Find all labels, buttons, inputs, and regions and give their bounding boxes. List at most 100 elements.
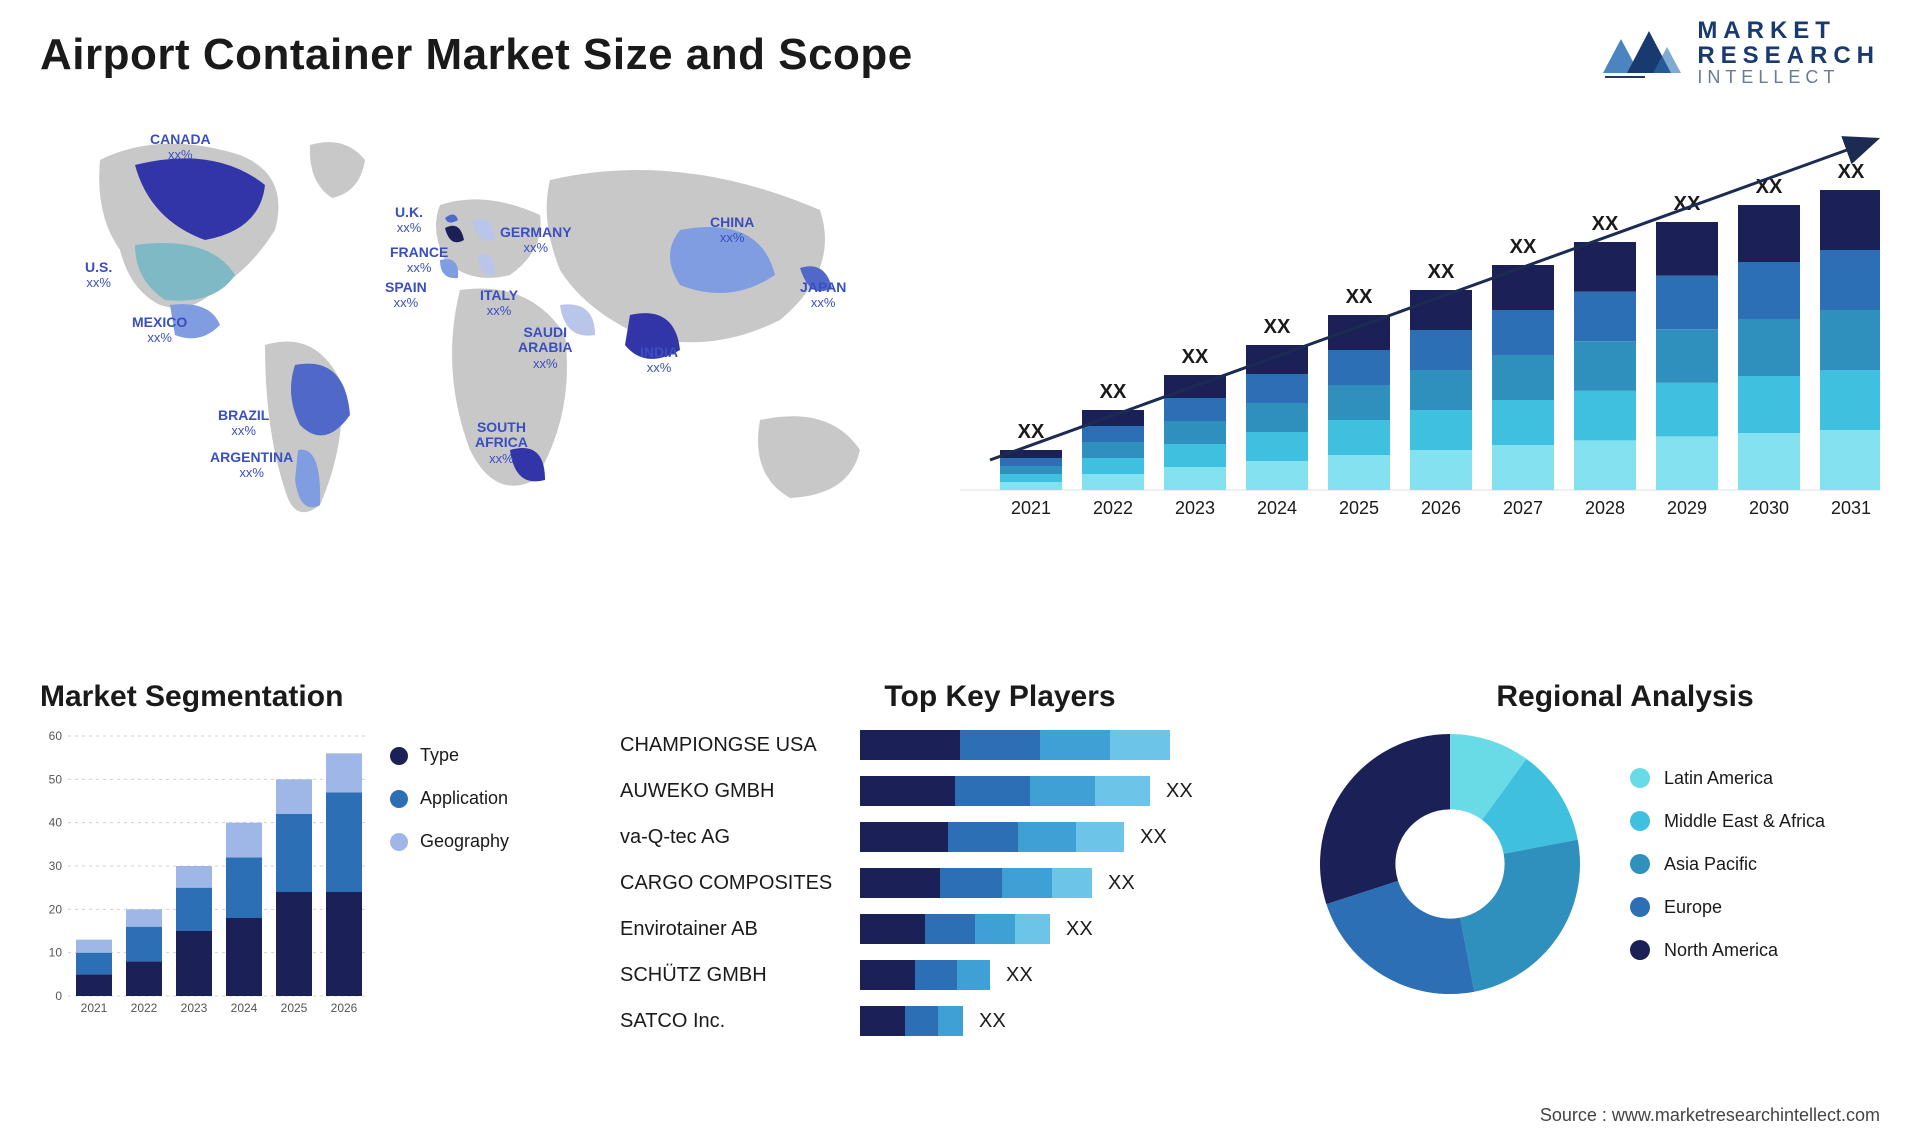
svg-text:XX: XX	[1018, 421, 1045, 443]
logo-icon	[1599, 23, 1683, 83]
map-label-china: CHINAxx%	[710, 215, 754, 246]
map-label-saudi-arabia: SAUDIARABIAxx%	[518, 325, 572, 371]
map-label-canada: CANADAxx%	[150, 132, 211, 163]
player-row: AUWEKO GMBHXX	[620, 768, 1260, 814]
player-value: XX	[1108, 872, 1135, 895]
player-name: CARGO COMPOSITES	[620, 872, 850, 895]
logo-line-2: RESEARCH	[1697, 43, 1880, 68]
regional-legend-item: Asia Pacific	[1630, 854, 1825, 875]
svg-text:2024: 2024	[231, 1001, 258, 1015]
svg-text:2025: 2025	[1339, 498, 1379, 518]
svg-text:2026: 2026	[331, 1001, 358, 1015]
player-bar	[860, 730, 1170, 760]
svg-text:XX: XX	[1346, 286, 1373, 308]
players-section: Top Key Players CHAMPIONGSE USA AUWEKO GM…	[620, 680, 1260, 1044]
svg-text:2028: 2028	[1585, 498, 1625, 518]
regional-legend-item: Middle East & Africa	[1630, 811, 1825, 832]
svg-text:50: 50	[49, 772, 63, 786]
brand-logo: MARKET RESEARCH INTELLECT	[1599, 18, 1880, 87]
svg-text:2021: 2021	[1011, 498, 1051, 518]
map-label-south-africa: SOUTHAFRICAxx%	[475, 420, 528, 466]
map-label-india: INDIAxx%	[640, 345, 678, 376]
svg-text:XX: XX	[1182, 346, 1209, 368]
logo-line-1: MARKET	[1697, 18, 1880, 43]
map-label-japan: JAPANxx%	[800, 280, 846, 311]
svg-text:2025: 2025	[281, 1001, 308, 1015]
svg-text:XX: XX	[1100, 381, 1127, 403]
svg-text:2022: 2022	[1093, 498, 1133, 518]
svg-text:30: 30	[49, 859, 63, 873]
map-label-france: FRANCExx%	[390, 245, 448, 276]
svg-text:60: 60	[49, 729, 63, 743]
players-list: CHAMPIONGSE USA AUWEKO GMBHXX va-Q-tec AG X…	[620, 722, 1260, 1044]
regional-legend-item: Europe	[1630, 897, 1825, 918]
player-name: Envirotainer AB	[620, 918, 850, 941]
svg-text:XX: XX	[1428, 261, 1455, 283]
player-row: SATCO Inc.XX	[620, 998, 1260, 1044]
svg-text:XX: XX	[1592, 213, 1619, 235]
player-value: XX	[1066, 918, 1093, 941]
player-row: Envirotainer AB XX	[620, 906, 1260, 952]
svg-text:2030: 2030	[1749, 498, 1789, 518]
regional-legend: Latin America Middle East & Africa Asia Pa…	[1630, 768, 1825, 961]
svg-text:2026: 2026	[1421, 498, 1461, 518]
svg-text:2031: 2031	[1831, 498, 1871, 518]
map-label-u-k-: U.K.xx%	[395, 205, 423, 236]
regional-donut	[1310, 724, 1590, 1004]
map-label-spain: SPAINxx%	[385, 280, 427, 311]
player-bar	[860, 822, 1124, 852]
svg-text:2023: 2023	[181, 1001, 208, 1015]
svg-text:0: 0	[55, 989, 62, 1003]
svg-text:40: 40	[49, 816, 63, 830]
seg-legend-geography: Geography	[390, 831, 509, 852]
svg-text:2027: 2027	[1503, 498, 1543, 518]
seg-legend-type: Type	[390, 745, 509, 766]
svg-text:XX: XX	[1264, 316, 1291, 338]
player-row: CARGO COMPOSITES XX	[620, 860, 1260, 906]
player-name: CHAMPIONGSE USA	[620, 734, 850, 757]
svg-text:2024: 2024	[1257, 498, 1297, 518]
svg-text:2029: 2029	[1667, 498, 1707, 518]
player-bar	[860, 868, 1092, 898]
player-row: CHAMPIONGSE USA	[620, 722, 1260, 768]
segmentation-section: Market Segmentation 0 10 20 30 40 50 60 2021 202…	[40, 680, 580, 1031]
segmentation-legend: Type Application Geography	[390, 745, 509, 852]
page-title: Airport Container Market Size and Scope	[40, 30, 913, 80]
source-credit: Source : www.marketresearchintellect.com	[1540, 1105, 1880, 1126]
regional-section: Regional Analysis Latin America Middle Ea…	[1310, 680, 1880, 1004]
map-label-argentina: ARGENTINAxx%	[210, 450, 293, 481]
map-label-germany: GERMANYxx%	[500, 225, 572, 256]
player-value: XX	[1140, 826, 1167, 849]
logo-line-3: INTELLECT	[1697, 68, 1880, 87]
world-map: CANADAxx%U.S.xx%MEXICOxx%BRAZILxx%ARGENT…	[40, 120, 920, 540]
svg-text:2021: 2021	[81, 1001, 108, 1015]
player-row: SCHÜTZ GMBH XX	[620, 952, 1260, 998]
map-label-mexico: MEXICOxx%	[132, 315, 187, 346]
player-bar	[860, 776, 1150, 806]
svg-text:10: 10	[49, 946, 63, 960]
player-value: XX	[1006, 964, 1033, 987]
player-bar	[860, 914, 1050, 944]
svg-text:20: 20	[49, 902, 63, 916]
player-name: SCHÜTZ GMBH	[620, 964, 850, 987]
player-name: va-Q-tec AG	[620, 826, 850, 849]
player-bar	[860, 960, 990, 990]
player-row: va-Q-tec AG XX	[620, 814, 1260, 860]
regional-title: Regional Analysis	[1370, 680, 1880, 714]
player-value: XX	[1166, 780, 1193, 803]
svg-text:2023: 2023	[1175, 498, 1215, 518]
logo-text: MARKET RESEARCH INTELLECT	[1697, 18, 1880, 87]
growth-chart-svg: 2021 XX 2022 XX 2023 XX 2024 XX 2025 XX 2026 XX 2027…	[960, 120, 1880, 540]
svg-text:XX: XX	[1510, 236, 1537, 258]
seg-legend-application: Application	[390, 788, 509, 809]
map-label-italy: ITALYxx%	[480, 288, 518, 319]
growth-chart: 2021 XX 2022 XX 2023 XX 2024 XX 2025 XX 2026 XX 2027…	[960, 120, 1880, 540]
segmentation-chart: 0 10 20 30 40 50 60 2021 2022 2023 2024 2025 2026	[40, 726, 380, 1026]
segmentation-title: Market Segmentation	[40, 680, 580, 714]
regional-legend-item: North America	[1630, 940, 1825, 961]
players-title: Top Key Players	[740, 680, 1260, 714]
player-value: XX	[979, 1010, 1006, 1033]
map-label-u-s-: U.S.xx%	[85, 260, 112, 291]
regional-legend-item: Latin America	[1630, 768, 1825, 789]
svg-text:2022: 2022	[131, 1001, 158, 1015]
